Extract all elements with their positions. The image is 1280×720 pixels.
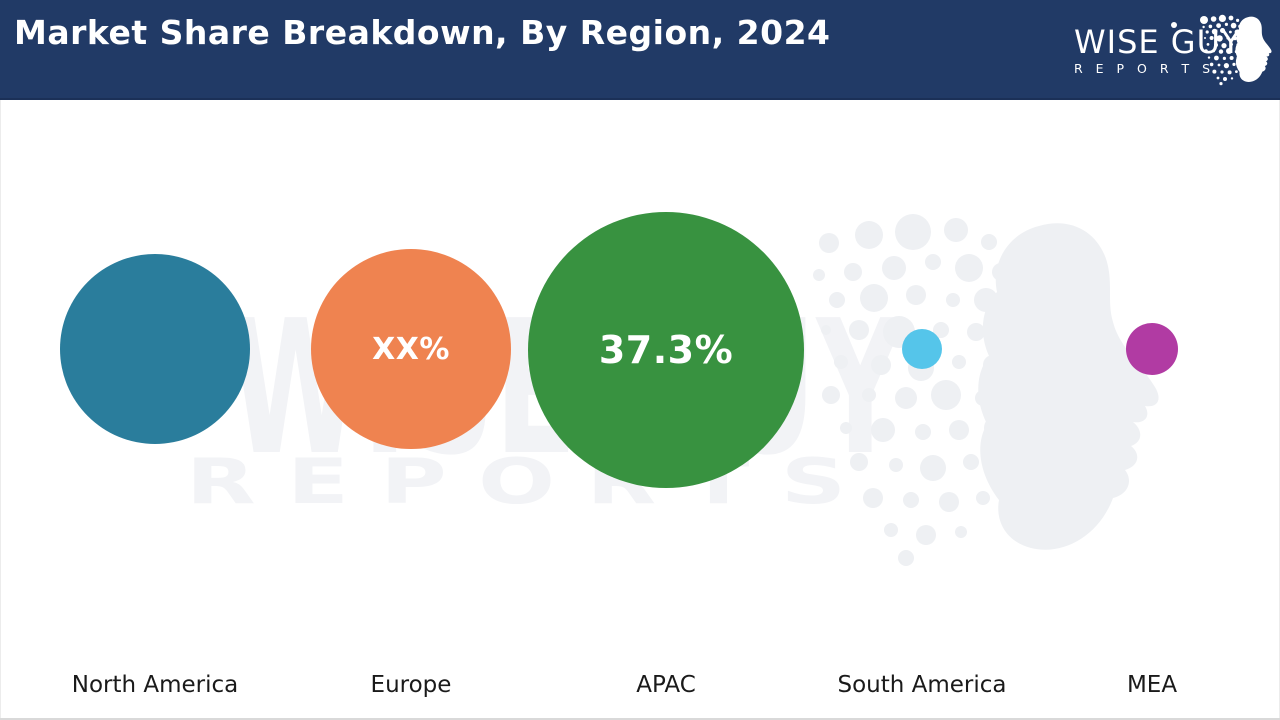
- brand-subtitle: R E P O R T S: [1074, 61, 1215, 76]
- category-label-mea: MEA: [1126, 672, 1178, 698]
- page-title: Market Share Breakdown, By Region, 2024: [14, 13, 831, 52]
- bubble-apac: 37.3%: [528, 212, 804, 488]
- bubble-value-label-apac: 37.3%: [598, 328, 734, 372]
- brand-accent-dot: [1171, 22, 1177, 28]
- bubble-europe: XX%: [311, 249, 511, 449]
- chart-area: WISE GUY R E P O R T S North AmericaXX%E…: [0, 100, 1280, 718]
- category-label-apac: APAC: [636, 672, 696, 698]
- bubble-value-label-europe: XX%: [372, 331, 450, 367]
- category-label-north-america: North America: [71, 672, 239, 698]
- brand-face-icon: [1202, 14, 1272, 86]
- brand-logo: WISE GUY R E P O R T S: [1028, 0, 1278, 100]
- bubble-south-america: [902, 329, 942, 369]
- bubble-chart: North America XX% Europe 37.3% APAC South Ame…: [1, 100, 1280, 718]
- bubble-mea: [1126, 323, 1178, 375]
- bubble-north-america: [60, 254, 250, 444]
- header-bar: Market Share Breakdown, By Region, 2024 …: [0, 0, 1280, 100]
- category-label-south-america: South America: [837, 672, 1007, 698]
- category-label-europe: Europe: [370, 672, 452, 698]
